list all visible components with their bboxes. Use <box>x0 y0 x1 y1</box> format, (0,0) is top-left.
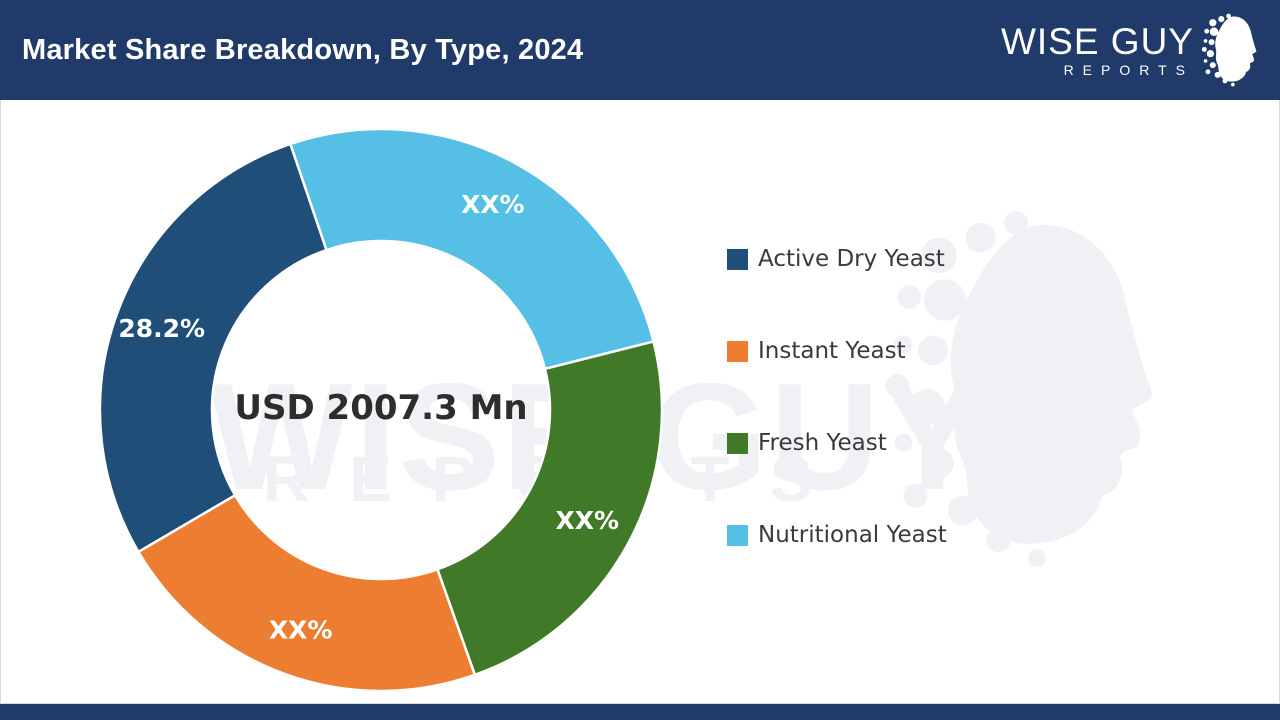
brand-name: WISE GUY <box>1000 20 1194 62</box>
brand-subname: REPORTS <box>1063 61 1194 78</box>
legend-item-active-dry-yeast: Active Dry Yeast <box>727 246 947 272</box>
legend-swatch-icon <box>727 248 748 270</box>
slice-label-0: 28.2% <box>118 314 205 343</box>
brand-logo-text: WISE GUY REPORTS <box>1001 23 1194 78</box>
legend-label: Active Dry Yeast <box>758 246 945 272</box>
legend-item-fresh-yeast: Fresh Yeast <box>727 430 947 456</box>
donut-slice-fresh-yeast <box>436 340 664 677</box>
legend-swatch-icon <box>727 524 748 546</box>
slice-label-3: XX% <box>461 190 525 219</box>
footer-divider <box>0 703 1280 704</box>
donut-center-value: USD 2007.3 Mn <box>234 388 527 428</box>
slice-label-2: XX% <box>555 506 619 535</box>
header-bar: Market Share Breakdown, By Type, 2024 WI… <box>0 0 1280 100</box>
legend-swatch-icon <box>727 340 748 362</box>
brand-logo: WISE GUY REPORTS <box>1001 13 1262 87</box>
legend-item-nutritional-yeast: Nutritional Yeast <box>727 522 947 548</box>
chart-legend: Active Dry Yeast Instant Yeast Fresh Yeast… <box>727 246 947 614</box>
donut-chart: 28.2% XX% XX% XX% USD 2007.3 Mn <box>76 105 686 704</box>
legend-label: Fresh Yeast <box>758 430 887 456</box>
donut-slice-active-dry-yeast <box>98 142 328 554</box>
brand-face-icon <box>1201 13 1257 87</box>
legend-label: Instant Yeast <box>758 338 906 364</box>
donut-chart-svg: 28.2% XX% XX% XX% USD 2007.3 Mn <box>98 127 664 693</box>
donut-slice-nutritional-yeast <box>289 127 655 371</box>
chart-area: WISE GUY REPORTS 28.2%XX%XX%XX%USD 2007.… <box>0 100 1280 704</box>
footer-bar <box>0 704 1280 720</box>
legend-item-instant-yeast: Instant Yeast <box>727 338 947 364</box>
legend-label: Nutritional Yeast <box>758 522 947 548</box>
legend-swatch-icon <box>727 432 748 454</box>
slice-label-1: XX% <box>269 615 333 644</box>
donut-slice-instant-yeast <box>137 494 477 693</box>
page-title: Market Share Breakdown, By Type, 2024 <box>22 33 584 66</box>
